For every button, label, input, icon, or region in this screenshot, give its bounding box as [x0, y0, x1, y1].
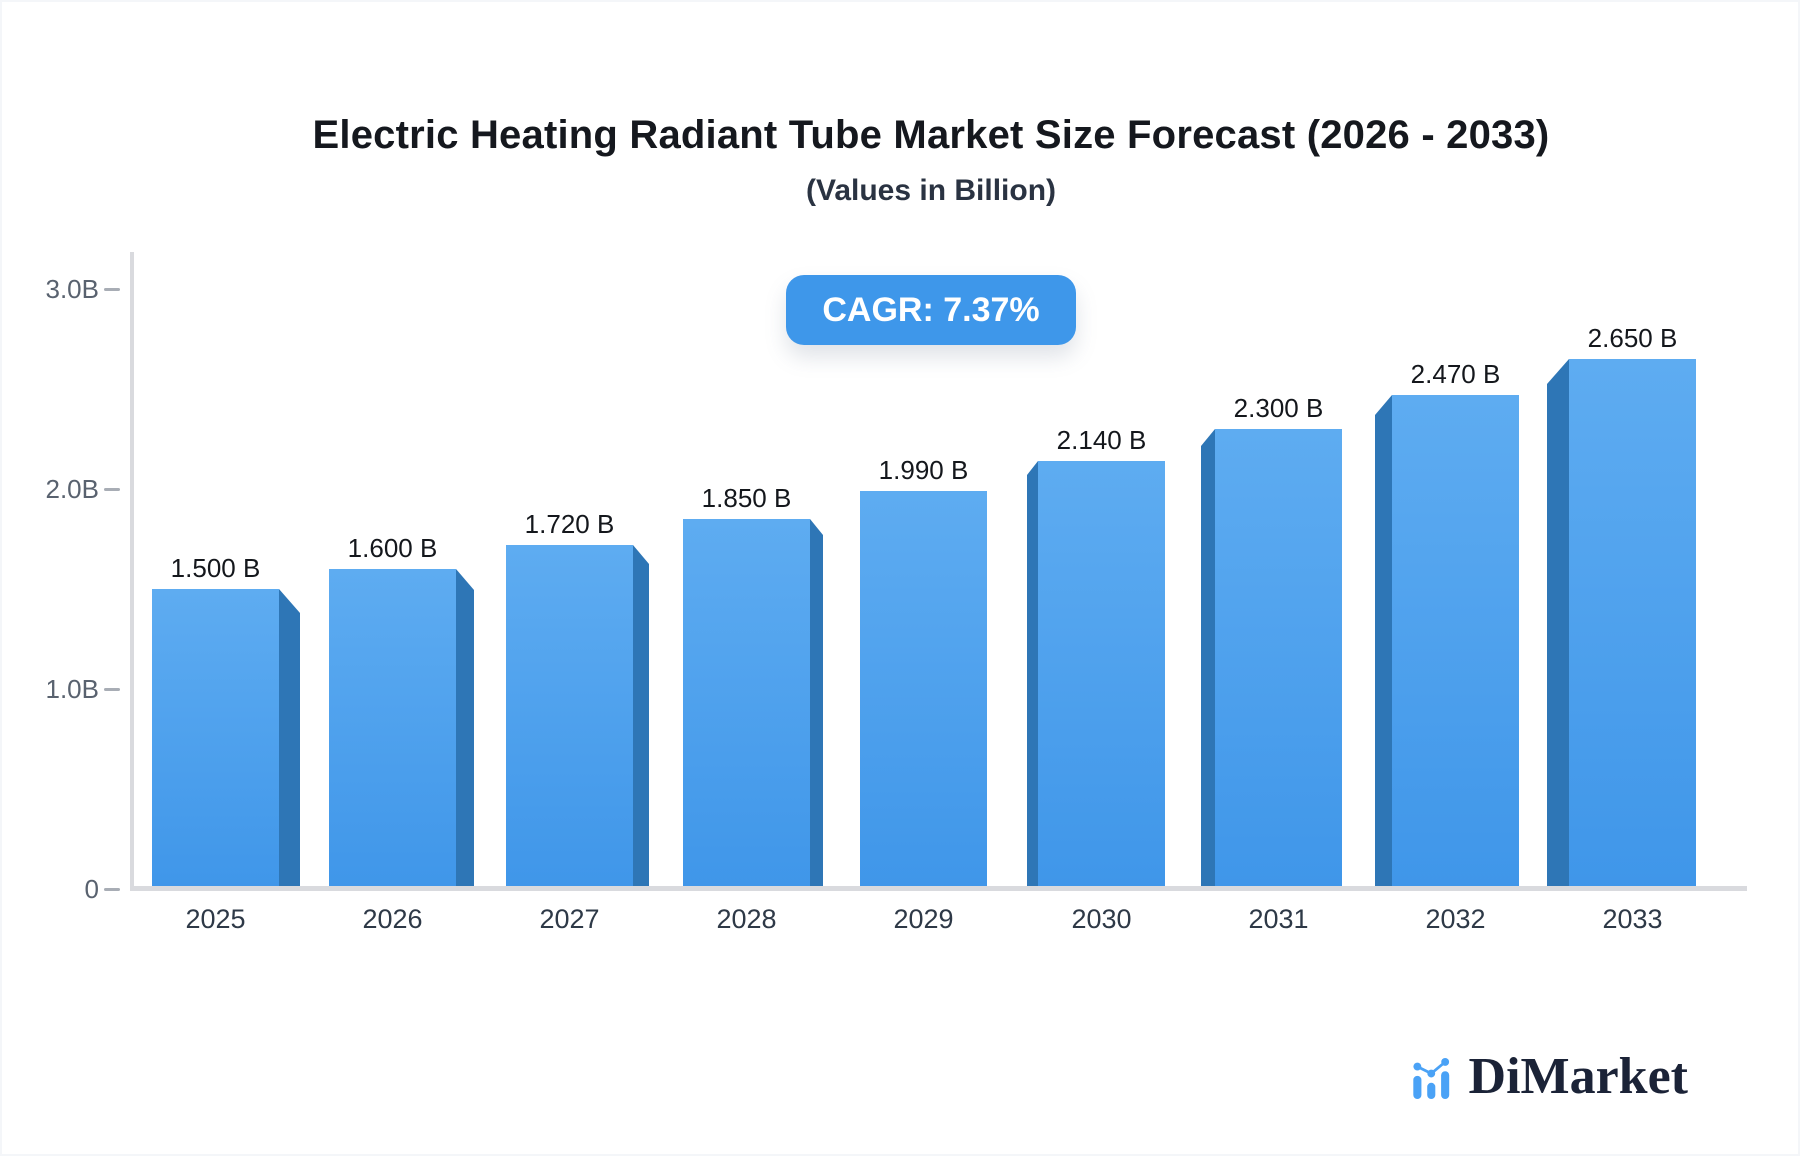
bar-value-label: 2.470 B [1410, 359, 1501, 389]
y-axis-line [130, 252, 134, 891]
x-tick-label: 2029 [893, 904, 954, 934]
bar-side-2026 [456, 569, 474, 891]
x-tick-label: 2028 [716, 904, 777, 934]
bar-value-label: 1.990 B [878, 455, 969, 485]
x-tick-label: 2033 [1602, 904, 1663, 934]
bar-side-2032 [1375, 395, 1392, 891]
bar-chart-with-dots-icon [1412, 1058, 1449, 1099]
bar-2027 [506, 545, 633, 891]
bar-2031 [1215, 429, 1342, 891]
bar-value-label: 1.500 B [170, 553, 261, 583]
x-axis-line [130, 886, 1747, 891]
bar-value-label: 1.720 B [524, 509, 615, 539]
y-tick-label: 3.0B [45, 274, 100, 304]
bar-2030 [1038, 461, 1165, 891]
x-tick-label: 2032 [1425, 904, 1486, 934]
bar-2028 [683, 519, 810, 891]
bar-side-2033 [1547, 359, 1569, 891]
y-tick-dash [104, 288, 120, 291]
cagr-badge: CAGR: 7.37% [786, 275, 1076, 345]
bar-2026 [329, 569, 456, 891]
bar-2033 [1569, 359, 1696, 891]
bar-side-2030 [1027, 461, 1038, 891]
bar-value-label: 1.600 B [347, 533, 438, 563]
x-tick-label: 2027 [539, 904, 600, 934]
x-tick-label: 2025 [185, 904, 246, 934]
logo-text: DiMarket [1468, 1048, 1688, 1105]
y-tick-dash [104, 888, 120, 891]
chart-title: Electric Heating Radiant Tube Market Siz… [312, 113, 1550, 157]
chart-header: Electric Heating Radiant Tube Market Siz… [64, 2, 1798, 345]
chart-subtitle: (Values in Billion) [805, 174, 1057, 207]
bar-side-2028 [810, 519, 823, 891]
bar-side-2031 [1201, 429, 1215, 891]
bar-side-2025 [279, 589, 300, 891]
dimarket-logo: DiMarket [1411, 1044, 1688, 1110]
x-tick-label: 2026 [362, 904, 423, 934]
bar-2029 [860, 491, 987, 891]
bar-2032 [1392, 395, 1519, 891]
y-tick-dash [104, 488, 120, 491]
bar-value-label: 2.140 B [1056, 425, 1147, 455]
y-tick-label: 0 [84, 874, 99, 904]
bar-value-label: 1.850 B [701, 483, 792, 513]
y-tick-dash [104, 688, 120, 691]
x-tick-label: 2031 [1248, 904, 1309, 934]
y-tick-label: 2.0B [45, 474, 100, 504]
bar-value-label: 2.650 B [1587, 323, 1678, 353]
x-tick-label: 2030 [1071, 904, 1132, 934]
bar-value-label: 2.300 B [1233, 393, 1324, 423]
bar-2025 [152, 589, 279, 891]
y-tick-label: 1.0B [45, 674, 100, 704]
bar-side-2027 [633, 545, 649, 891]
